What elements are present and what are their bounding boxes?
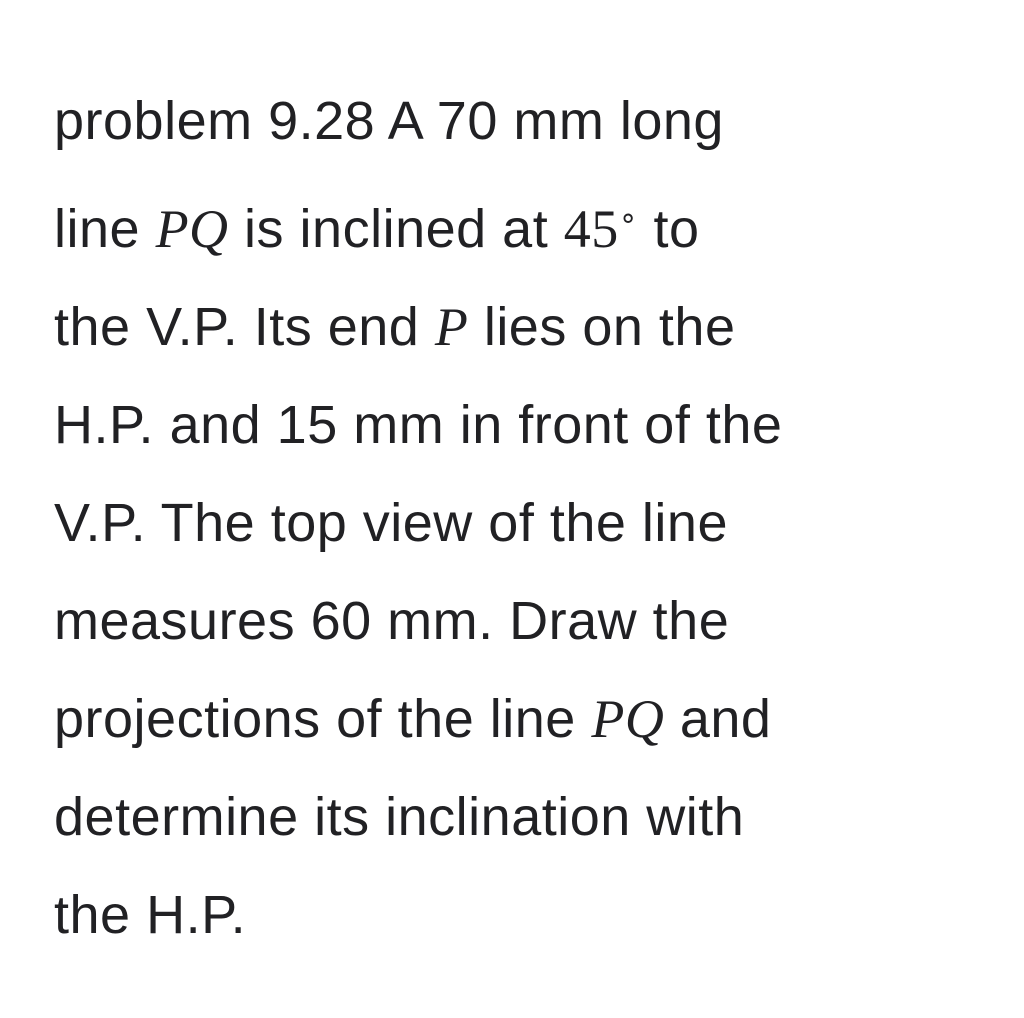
t2b: is inclined at bbox=[229, 199, 564, 259]
length-70mm: 70 mm bbox=[437, 91, 605, 151]
t1b: long bbox=[604, 91, 724, 151]
t3b: lies on the bbox=[468, 297, 735, 357]
t6b: . Draw the bbox=[478, 591, 729, 651]
t4b: in front of the bbox=[444, 395, 782, 455]
t7a: projections of the line bbox=[54, 689, 591, 749]
t1a: A bbox=[375, 91, 437, 151]
t4a: H.P. and 15 bbox=[54, 395, 353, 455]
text-line-8: determine its inclination with bbox=[54, 768, 970, 866]
text-line-9: the H.P. bbox=[54, 866, 970, 964]
var-pq-2: PQ bbox=[591, 689, 664, 749]
unit-mm: mm bbox=[353, 395, 444, 455]
t8: determine its inclination with bbox=[54, 787, 744, 847]
t3a: the V.P. Its end bbox=[54, 297, 435, 357]
degree-symbol: ∘ bbox=[619, 202, 638, 235]
text-line-3: the V.P. Its end P lies on the bbox=[54, 278, 970, 376]
label-prefix: problem bbox=[54, 91, 268, 151]
t7b: and bbox=[664, 689, 771, 749]
t9: the H.P. bbox=[54, 885, 246, 945]
text-line-5: V.P. The top view of the line bbox=[54, 474, 970, 572]
t2c: to bbox=[638, 199, 700, 259]
problem-text: problem 9.28 A 70 mm long line PQ is inc… bbox=[54, 72, 970, 964]
page: problem 9.28 A 70 mm long line PQ is inc… bbox=[0, 0, 1024, 1018]
length-60mm: 60 mm bbox=[311, 591, 479, 651]
text-line-4: H.P. and 15 mm in front of the bbox=[54, 376, 970, 474]
t6a: measures bbox=[54, 591, 311, 651]
t5: V.P. The top view of the line bbox=[54, 493, 728, 553]
var-pq: PQ bbox=[156, 199, 229, 259]
problem-number: 9.28 bbox=[268, 91, 375, 151]
text-line-6: measures 60 mm. Draw the bbox=[54, 572, 970, 670]
text-line-1: problem 9.28 A 70 mm long bbox=[54, 72, 970, 170]
text-line-2: line PQ is inclined at 45∘ to bbox=[54, 170, 970, 278]
var-p: P bbox=[435, 297, 469, 357]
angle-45: 45 bbox=[564, 199, 619, 259]
text-line-7: projections of the line PQ and bbox=[54, 670, 970, 768]
t2a: line bbox=[54, 199, 156, 259]
